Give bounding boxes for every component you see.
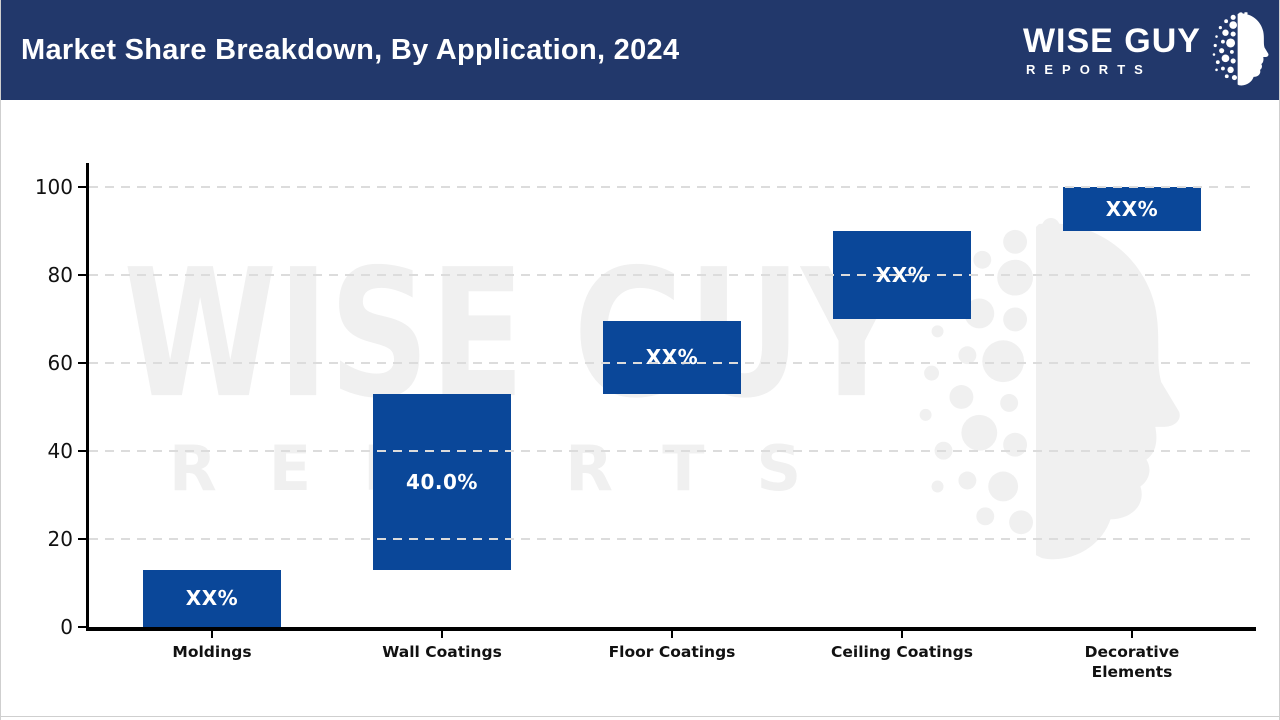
x-tick-label: Floor Coatings [608, 643, 736, 661]
logo-subtitle: REPORTS [1025, 61, 1152, 77]
x-tick [211, 631, 213, 638]
y-tick [78, 538, 86, 540]
header-bar: Market Share Breakdown, By Application, … [1, 0, 1279, 100]
gridline-y40 [89, 450, 1253, 452]
logo-wordmark: WISE GUY [1022, 21, 1201, 60]
y-tick-label: 60 [47, 351, 73, 375]
y-tick-label: 80 [47, 263, 73, 287]
x-tick-label: Ceiling Coatings [831, 643, 973, 661]
x-tick [901, 631, 903, 638]
y-tick-label: 20 [47, 527, 73, 551]
wiseguy-logo-text: WISE GUY REPORTS [1023, 24, 1201, 77]
x-tick-label: Moldings [172, 643, 252, 661]
gridline-y80 [89, 274, 1253, 276]
bar-floor-coatings: XX% [603, 321, 741, 394]
bar-value-label: XX% [185, 586, 239, 611]
y-tick-label: 100 [34, 175, 73, 199]
x-axis-line [86, 627, 1256, 631]
gridline-y100 [89, 186, 1253, 188]
bar-value-label: XX% [1105, 197, 1159, 221]
y-tick [78, 626, 86, 628]
bar-decorative-elements: XX% [1063, 187, 1201, 231]
y-tick [78, 186, 86, 188]
x-tick [1131, 631, 1133, 638]
figure-border-bottom [1, 716, 1279, 717]
bar-value-label: XX% [645, 345, 699, 370]
y-tick-label: 40 [47, 439, 73, 463]
gridline-y20 [89, 538, 1253, 540]
x-tick-label: Decorative Elements [1084, 643, 1180, 682]
x-tick [441, 631, 443, 638]
x-tick-label: Wall Coatings [382, 643, 502, 661]
bar-wall-coatings: 40.0% [373, 393, 511, 570]
bar-value-label: 40.0% [406, 469, 478, 494]
y-tick [78, 450, 86, 452]
y-tick [78, 274, 86, 276]
y-axis-line [86, 163, 89, 631]
y-tick-label: 0 [60, 615, 73, 639]
wiseguy-face-icon [1205, 11, 1269, 89]
waterfall-chart: 0 20 40 60 80 100 XX% Moldings 40.0% Wall Coating… [1, 100, 1279, 716]
gridline-y60 [89, 362, 1253, 364]
y-tick [78, 362, 86, 364]
x-tick [671, 631, 673, 638]
wiseguy-logo: WISE GUY REPORTS [1023, 0, 1269, 100]
page-title: Market Share Breakdown, By Application, … [21, 33, 680, 66]
bar-moldings: XX% [143, 569, 281, 627]
